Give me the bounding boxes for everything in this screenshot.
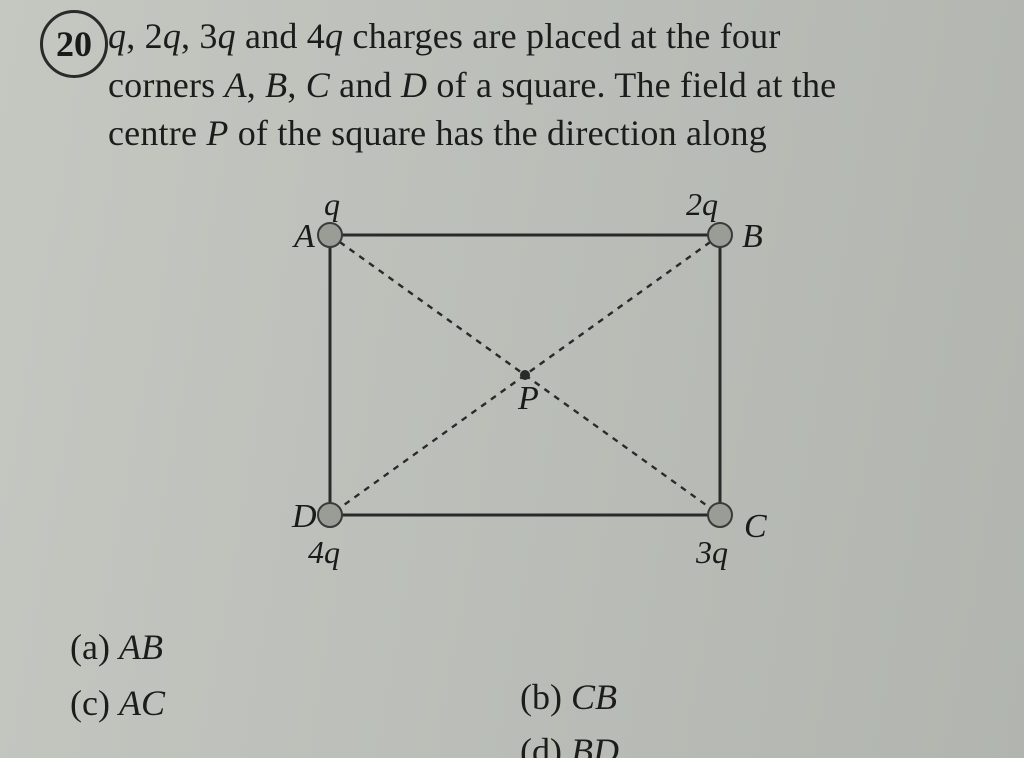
center-label: P — [517, 380, 539, 417]
option-b: (b) CB — [520, 670, 617, 724]
option-b-text: CB — [571, 677, 617, 717]
node-c-label: C — [744, 508, 767, 545]
node-a-label: A — [292, 218, 315, 255]
diagram: P A q B 2q C 3q D 4q — [250, 185, 790, 585]
node-a-charge: q — [324, 186, 340, 222]
node-b-dot — [708, 223, 732, 247]
node-b-label: B — [742, 218, 763, 255]
option-d-key: (d) — [520, 731, 562, 758]
question-text: q, 2q, 3q and 4q charges are placed at t… — [108, 12, 1014, 158]
option-c-text: AC — [119, 683, 165, 723]
node-b-charge: 2q — [686, 186, 718, 222]
question-number-circle: 20 — [40, 10, 108, 78]
question-line1: q, 2q, 3q and 4q charges are placed at t… — [108, 12, 1014, 61]
diagram-svg: P A q B 2q C 3q D 4q — [250, 185, 790, 585]
node-d-charge: 4q — [308, 534, 340, 570]
center-point — [520, 370, 530, 380]
option-a-text: AB — [119, 627, 163, 667]
option-d: (d) BD — [520, 724, 619, 758]
page: 20 q, 2q, 3q and 4q charges are placed a… — [0, 0, 1024, 758]
node-d-label: D — [291, 498, 317, 535]
option-a: (a) AB — [70, 620, 163, 674]
option-a-key: (a) — [70, 627, 110, 667]
option-c: (c) AC — [70, 676, 165, 730]
node-c-charge: 3q — [695, 534, 728, 570]
question-number: 20 — [56, 23, 92, 65]
option-d-text: BD — [571, 731, 619, 758]
option-b-key: (b) — [520, 677, 562, 717]
node-d-dot — [318, 503, 342, 527]
question-line2: corners A, B, C and D of a square. The f… — [108, 61, 1014, 110]
node-c-dot — [708, 503, 732, 527]
node-a-dot — [318, 223, 342, 247]
option-c-key: (c) — [70, 683, 110, 723]
question-line3: centre P of the square has the direction… — [108, 109, 1014, 158]
